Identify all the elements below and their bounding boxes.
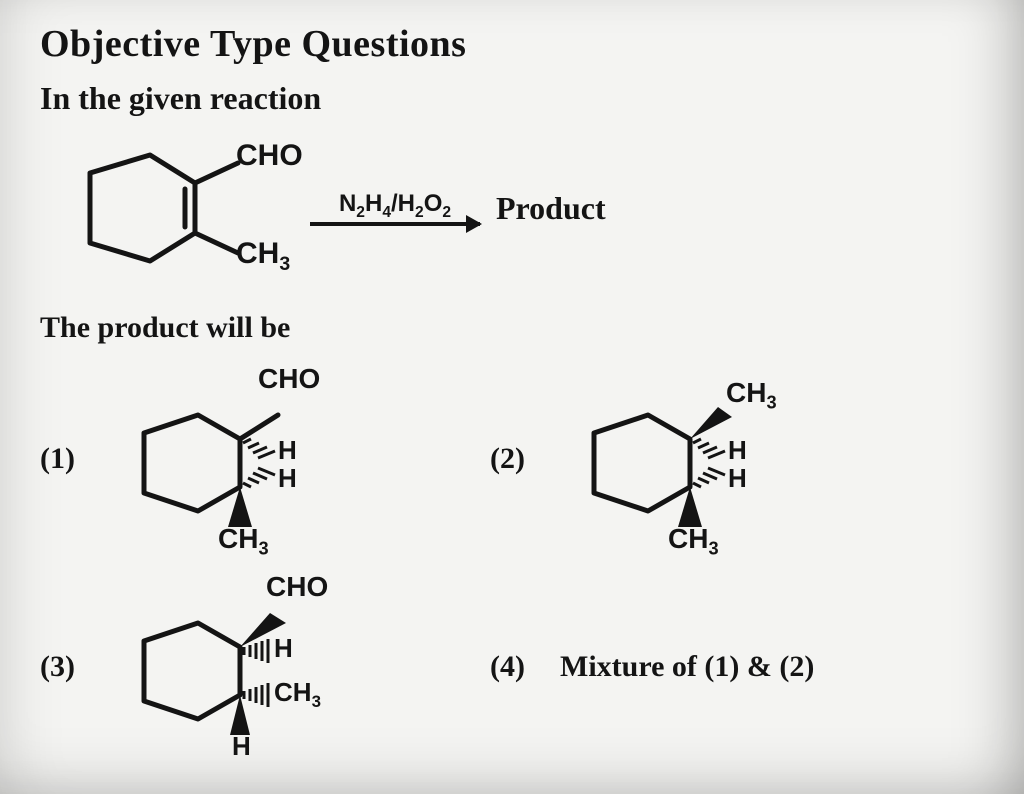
option-3-structure: CHO H CH3 H <box>110 567 370 767</box>
option-3[interactable]: (3) <box>40 567 370 767</box>
opt1-cho: CHO <box>258 363 320 395</box>
opt1-h-bot: H <box>278 463 297 494</box>
product-word: Product <box>496 190 606 227</box>
option-1-num: (1) <box>40 442 96 476</box>
opt1-h-top: H <box>278 435 297 466</box>
opt2-h-bot: H <box>728 463 747 494</box>
option-4-text: Mixture of (1) & (2) <box>560 650 814 684</box>
reagent-label: N2H4/H2O2 <box>339 190 451 222</box>
page: Objective Type Questions In the given re… <box>0 0 1024 794</box>
opt3-cho: CHO <box>266 571 328 603</box>
option-row-1: (1) <box>40 359 994 559</box>
option-4-num: (4) <box>490 650 546 684</box>
leadin: The product will be <box>40 311 994 345</box>
option-row-2: (3) <box>40 567 994 767</box>
option-1-structure: CHO H H CH3 <box>110 359 340 559</box>
opt3-ch3: CH3 <box>274 677 321 712</box>
option-2-num: (2) <box>490 442 546 476</box>
opt2-ch3-bot: CH3 <box>668 523 719 560</box>
ch3-label-reactant: CH3 <box>236 237 290 276</box>
cho-label: CHO <box>236 139 303 173</box>
heading: Objective Type Questions <box>40 22 994 66</box>
opt2-h-top: H <box>728 435 747 466</box>
options: (1) <box>40 359 994 767</box>
reaction: CHO CH3 N2H4/H2O2 Product <box>50 123 994 293</box>
opt3-h-top: H <box>274 633 293 664</box>
option-4[interactable]: (4) Mixture of (1) & (2) <box>490 650 814 684</box>
subheading: In the given reaction <box>40 80 994 117</box>
option-1[interactable]: (1) <box>40 359 340 559</box>
option-3-num: (3) <box>40 650 96 684</box>
opt3-h-bot: H <box>232 731 251 762</box>
opt1-ch3: CH3 <box>218 523 269 560</box>
reaction-arrow: N2H4/H2O2 <box>310 190 480 226</box>
opt2-ch3-top: CH3 <box>726 377 777 414</box>
option-2-structure: CH3 H H CH3 <box>560 359 790 559</box>
reactant-structure: CHO CH3 <box>50 123 300 293</box>
option-2[interactable]: (2) <box>490 359 790 559</box>
